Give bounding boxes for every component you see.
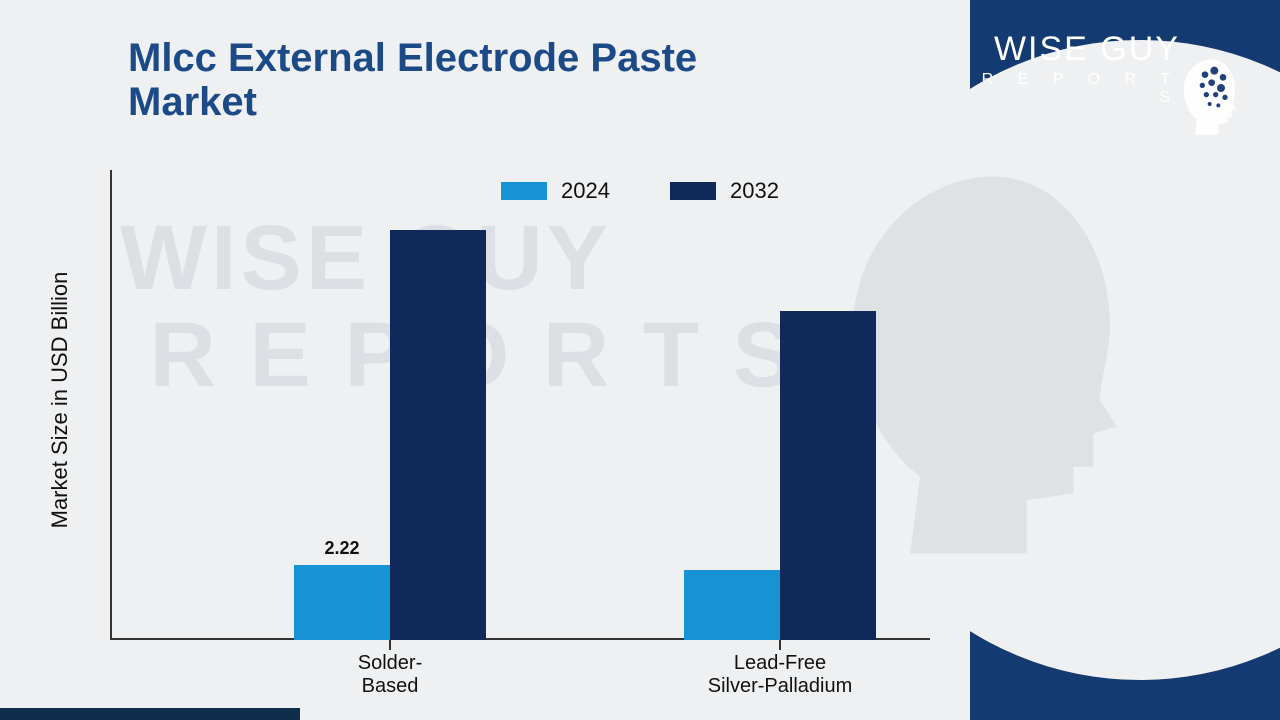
chart-canvas: WISE GUY R E P O R T S Mlcc External Ele…: [0, 0, 1280, 720]
y-axis-label: Market Size in USD Billion: [47, 272, 73, 529]
bar-leadfree-y2024: [684, 570, 780, 641]
y-axis: [110, 170, 112, 640]
brand-logo: WISE GUY R E P O R T S: [980, 30, 1240, 107]
x-tick: [389, 640, 391, 650]
bottom-accent-bar: [0, 708, 300, 720]
bar-solder-y2032: [390, 230, 486, 640]
category-label-solder: Solder- Based: [358, 652, 422, 698]
bar-leadfree-y2032: [780, 311, 876, 640]
brand-head-icon: [1170, 56, 1240, 136]
chart-title: Mlcc External Electrode Paste Market: [128, 36, 778, 124]
x-tick: [779, 640, 781, 650]
category-label-leadfree: Lead-Free Silver-Palladium: [708, 652, 853, 698]
bar-value-label: 2.22: [294, 538, 390, 559]
plot-area: 2.22Solder- BasedLead-Free Silver-Pallad…: [110, 170, 930, 640]
bar-solder-y2024: 2.22: [294, 565, 390, 640]
